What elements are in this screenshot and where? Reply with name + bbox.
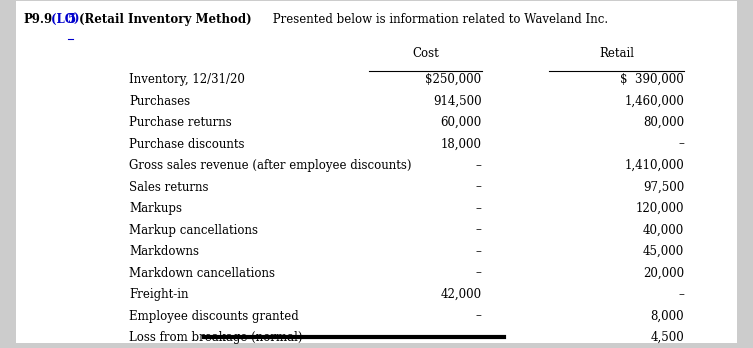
Text: Employee discounts granted: Employee discounts granted	[129, 310, 299, 323]
Text: –: –	[476, 267, 481, 279]
Text: 4,500: 4,500	[651, 331, 684, 344]
Text: –: –	[476, 202, 481, 215]
Text: –: –	[476, 224, 481, 237]
Text: Purchases: Purchases	[129, 95, 190, 108]
Text: –: –	[678, 137, 684, 151]
Text: 1,460,000: 1,460,000	[624, 95, 684, 108]
FancyBboxPatch shape	[17, 1, 736, 343]
Text: Presented below is information related to Waveland Inc.: Presented below is information related t…	[270, 13, 608, 26]
Text: 42,000: 42,000	[441, 288, 481, 301]
Text: –: –	[476, 310, 481, 323]
Text: 914,500: 914,500	[433, 95, 481, 108]
Text: Purchase discounts: Purchase discounts	[129, 137, 245, 151]
Text: Loss from breakage (normal): Loss from breakage (normal)	[129, 331, 303, 344]
Text: –: –	[476, 159, 481, 172]
Text: Markups: Markups	[129, 202, 182, 215]
Text: 40,000: 40,000	[643, 224, 684, 237]
Text: 18,000: 18,000	[441, 137, 481, 151]
Text: (LO: (LO	[51, 13, 79, 26]
Text: 45,000: 45,000	[643, 245, 684, 258]
Text: Retail: Retail	[599, 47, 634, 61]
Text: Cost: Cost	[412, 47, 439, 61]
Text: 80,000: 80,000	[643, 116, 684, 129]
Text: –: –	[476, 181, 481, 193]
Text: Markdown cancellations: Markdown cancellations	[129, 267, 275, 279]
Text: 20,000: 20,000	[643, 267, 684, 279]
Text: –: –	[476, 331, 481, 344]
Text: Gross sales revenue (after employee discounts): Gross sales revenue (after employee disc…	[129, 159, 411, 172]
Text: Purchase returns: Purchase returns	[129, 116, 232, 129]
Text: (Retail Inventory Method): (Retail Inventory Method)	[78, 13, 252, 26]
Text: Markup cancellations: Markup cancellations	[129, 224, 258, 237]
Text: $250,000: $250,000	[425, 73, 481, 86]
Text: –: –	[476, 245, 481, 258]
Text: 120,000: 120,000	[636, 202, 684, 215]
Text: Sales returns: Sales returns	[129, 181, 209, 193]
Text: 1,410,000: 1,410,000	[624, 159, 684, 172]
Text: 8,000: 8,000	[651, 310, 684, 323]
Text: Freight-in: Freight-in	[129, 288, 188, 301]
Text: –: –	[678, 288, 684, 301]
Text: 97,500: 97,500	[643, 181, 684, 193]
Text: Inventory, 12/31/20: Inventory, 12/31/20	[129, 73, 245, 86]
Text: 60,000: 60,000	[441, 116, 481, 129]
Text: $  390,000: $ 390,000	[620, 73, 684, 86]
Text: ): )	[73, 13, 79, 26]
Text: Markdowns: Markdowns	[129, 245, 199, 258]
Text: 5: 5	[69, 13, 76, 26]
Text: P9.9: P9.9	[24, 13, 53, 26]
